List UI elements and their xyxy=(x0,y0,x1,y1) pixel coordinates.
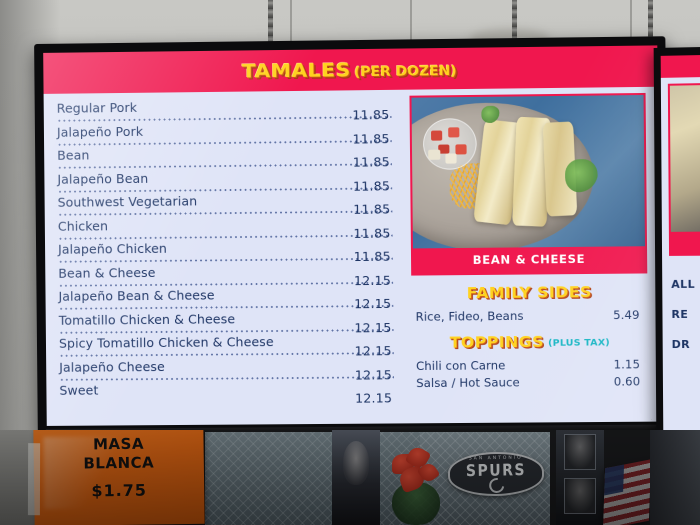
list-item: Salsa / Hot Sauce 0.60 xyxy=(412,372,648,391)
plus-tax-note: (PLUS TAX) xyxy=(548,338,610,349)
list-item: Chicken 11.85 xyxy=(58,215,393,242)
item-name: Bean & Cheese xyxy=(58,264,156,281)
menu-screen-secondary: ALL RE DR xyxy=(660,54,700,431)
tamales-list: Regular Pork 11.85 Jalapeño Pork 11.85 B… xyxy=(44,94,407,426)
leader-dots xyxy=(59,375,394,381)
list-item: Sweet 12.15 xyxy=(59,380,394,406)
item-name: Regular Pork xyxy=(56,99,138,116)
masa-price: $1.75 xyxy=(91,480,148,501)
item-name: Rice, Fideo, Beans xyxy=(415,308,524,324)
item-name: Southwest Vegetarian xyxy=(57,193,198,210)
menu-display-main[interactable]: TAMALES (PER DOZEN) Regular Pork 11.85 Ja… xyxy=(34,36,670,440)
tamales-plate-photo xyxy=(411,94,646,249)
item-name: Sweet xyxy=(59,382,99,398)
secondary-header-banner xyxy=(660,54,700,78)
list-item: Tomatillo Chicken & Cheese 12.15 xyxy=(59,309,394,335)
menu-title-text: TAMALES xyxy=(241,58,351,83)
toppings-title-text: TOPPINGS xyxy=(449,332,544,352)
item-name: Jalapeño Cheese xyxy=(59,358,165,375)
masa-sign-text: MASA BLANCA $1.75 xyxy=(33,430,204,501)
item-name: Salsa / Hot Sauce xyxy=(416,374,520,390)
item-name: Jalapeño Chicken xyxy=(58,240,168,257)
featured-photo-card: BEAN & CHEESE xyxy=(409,92,648,276)
menu-subtitle-text: (PER DOZEN) xyxy=(354,63,457,80)
spurs-logo: SAN ANTONIO SPURS xyxy=(447,451,545,497)
menu-header-banner: TAMALES (PER DOZEN) xyxy=(43,45,658,94)
item-price: 12.15 xyxy=(354,390,393,406)
secondary-text-fragment: DR xyxy=(671,337,691,352)
family-sides-heading: FAMILY SIDES xyxy=(466,283,592,303)
list-item: Spicy Tomatillo Chicken & Cheese 12.15 xyxy=(59,333,394,359)
secondary-photo-caption xyxy=(668,233,700,256)
page-title: TAMALES (PER DOZEN) xyxy=(242,57,457,82)
item-price: 5.49 xyxy=(613,307,640,322)
masa-blanca-sign: MASA BLANCA $1.75 xyxy=(27,430,205,525)
toppings-heading: TOPPINGS (PLUS TAX) xyxy=(407,332,653,352)
list-item: Bean 11.85 xyxy=(57,144,392,171)
masa-line-1: MASA xyxy=(92,434,145,454)
list-item: Rice, Fideo, Beans 5.49 xyxy=(412,306,648,325)
list-item: Southwest Vegetarian 11.85 xyxy=(58,191,393,218)
secondary-text-lines: ALL RE DR xyxy=(671,270,700,360)
foreground-counter-area: SAN ANTONIO SPURS MASA BLANCA $1.75 xyxy=(0,430,700,525)
list-item: Chili con Carne 1.15 xyxy=(412,355,648,374)
security-mesh-window xyxy=(205,432,420,525)
item-name: Chili con Carne xyxy=(416,357,506,373)
hanging-chain xyxy=(268,0,273,52)
religious-icon-picture xyxy=(332,430,380,525)
list-item: Jalapeño Bean & Cheese 12.15 xyxy=(58,286,394,313)
menu-body: Regular Pork 11.85 Jalapeño Pork 11.85 B… xyxy=(44,87,661,426)
item-price: 1.15 xyxy=(613,356,641,372)
item-price: 0.60 xyxy=(613,373,641,389)
item-name: Tomatillo Chicken & Cheese xyxy=(58,310,236,328)
secondary-text-fragment: ALL xyxy=(671,277,696,291)
item-name: Spicy Tomatillo Chicken & Cheese xyxy=(58,334,274,351)
hanging-chain xyxy=(648,0,653,40)
item-name: Jalapeño Bean & Cheese xyxy=(58,287,215,304)
dark-corner xyxy=(650,430,700,525)
item-name: Bean xyxy=(57,147,90,163)
list-item: Jalapeño Cheese 12.15 xyxy=(59,357,394,383)
menu-right-column: BEAN & CHEESE FAMILY SIDES Rice, Fideo, … xyxy=(403,91,661,424)
photo-caption: BEAN & CHEESE xyxy=(412,246,646,274)
cilantro-garnish xyxy=(565,159,598,193)
hanging-chain xyxy=(512,0,517,46)
list-item: Jalapeño Chicken 11.85 xyxy=(58,239,393,266)
menu-screen: TAMALES (PER DOZEN) Regular Pork 11.85 Ja… xyxy=(43,45,661,426)
item-name: Jalapeño Bean xyxy=(57,170,149,187)
red-flowers xyxy=(386,444,448,506)
item-name: Jalapeño Pork xyxy=(56,123,144,140)
masa-line-2: BLANCA xyxy=(83,453,155,473)
list-item: Jalapeño Bean 11.85 xyxy=(57,168,393,195)
menu-display-secondary[interactable]: ALL RE DR xyxy=(653,46,700,441)
secondary-text-fragment: RE xyxy=(671,307,689,321)
item-name: Chicken xyxy=(57,217,109,234)
secondary-photo xyxy=(667,82,700,234)
cilantro-garnish xyxy=(481,105,500,123)
framed-pictures xyxy=(556,430,604,525)
list-item: Bean & Cheese 12.15 xyxy=(58,262,394,289)
american-flag xyxy=(602,459,652,525)
